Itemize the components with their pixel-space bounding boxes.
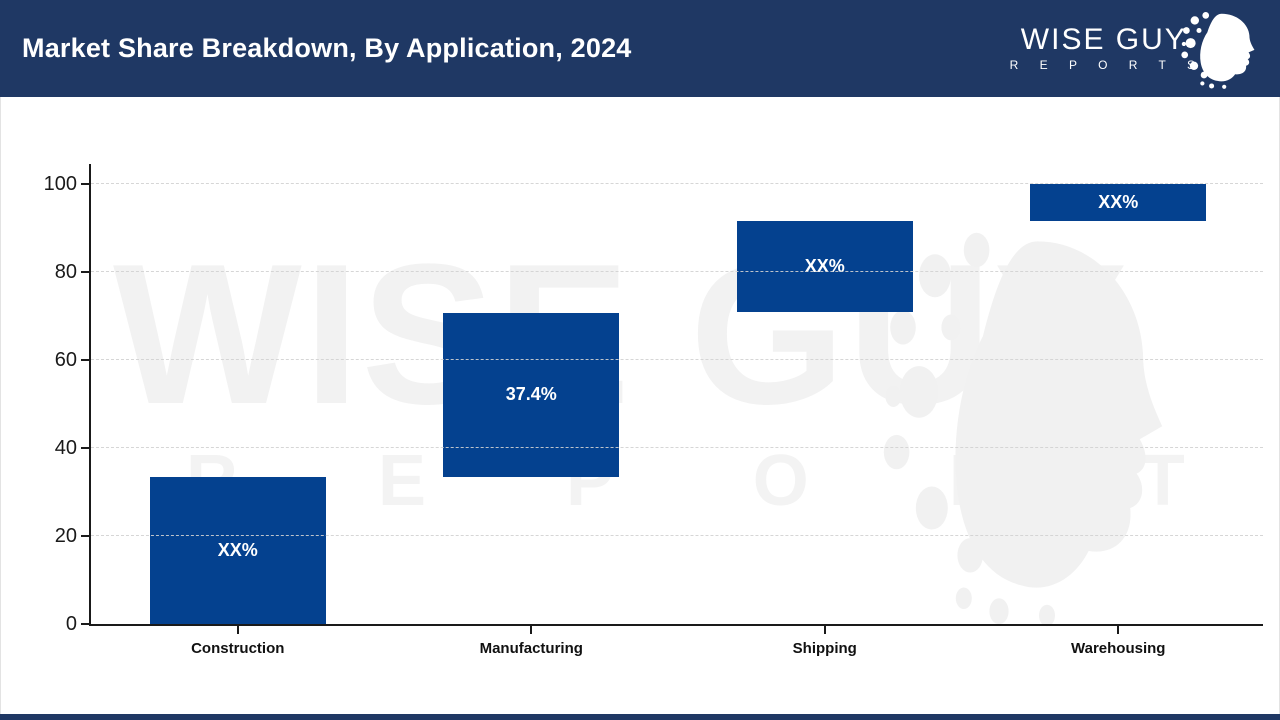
x-axis-label: Shipping [792, 640, 857, 657]
y-axis-tick [81, 447, 90, 449]
y-axis-tick [81, 623, 90, 625]
x-axis-tick [1117, 626, 1120, 634]
gridline [91, 359, 1263, 360]
logo-tagline: R E P O R T S [1009, 58, 1204, 72]
y-tick-label: 40 [54, 437, 77, 459]
x-axis-tick [530, 626, 533, 634]
x-axis-label: Warehousing [1071, 640, 1166, 657]
logo-text: WISE GUY R E P O R T S [1004, 23, 1204, 73]
y-tick-label: 80 [54, 261, 77, 283]
x-axis-label: Construction [191, 640, 285, 657]
plot-area: 0 20 40 60 80 100 XX% Construction 37.4% Manufact… [44, 164, 1263, 657]
bar-value-label: 37.4% [505, 384, 557, 405]
bar: XX% [736, 221, 913, 313]
page-title: Market Share Breakdown, By Application, … [22, 33, 632, 63]
bar: 37.4% [443, 312, 620, 478]
chart-card: WISE GUY R E P O R T S 020406080100XX%Co… [0, 97, 1280, 714]
y-axis-tick [81, 271, 90, 273]
bar: XX% [1030, 184, 1207, 222]
y-tick-label: 20 [54, 525, 77, 547]
y-axis-tick [81, 183, 90, 185]
wiseguy-face-logo-icon [1181, 11, 1255, 89]
logo-name: WISE GUY [1020, 23, 1187, 56]
gridline [91, 447, 1263, 448]
footer-bar [0, 714, 1280, 720]
gridline [91, 183, 1263, 184]
y-axis-tick [81, 359, 90, 361]
bar-value-label: XX% [804, 256, 845, 277]
y-tick-label: 100 [43, 173, 77, 195]
wiseguy-logo: WISE GUY R E P O R T S [1004, 7, 1262, 91]
y-tick-label: 60 [54, 349, 77, 371]
y-tick-label: 0 [65, 613, 77, 635]
x-axis-tick [236, 626, 239, 634]
bar-value-label: XX% [217, 540, 258, 561]
header-bar: Market Share Breakdown, By Application, … [0, 0, 1280, 97]
x-axis-label: Manufacturing [479, 640, 583, 657]
x-axis-tick [823, 626, 826, 634]
gridline [91, 271, 1263, 272]
y-axis-tick [81, 535, 90, 537]
bar: XX% [149, 477, 326, 624]
bar-value-label: XX% [1098, 192, 1139, 213]
gridline [91, 535, 1263, 536]
